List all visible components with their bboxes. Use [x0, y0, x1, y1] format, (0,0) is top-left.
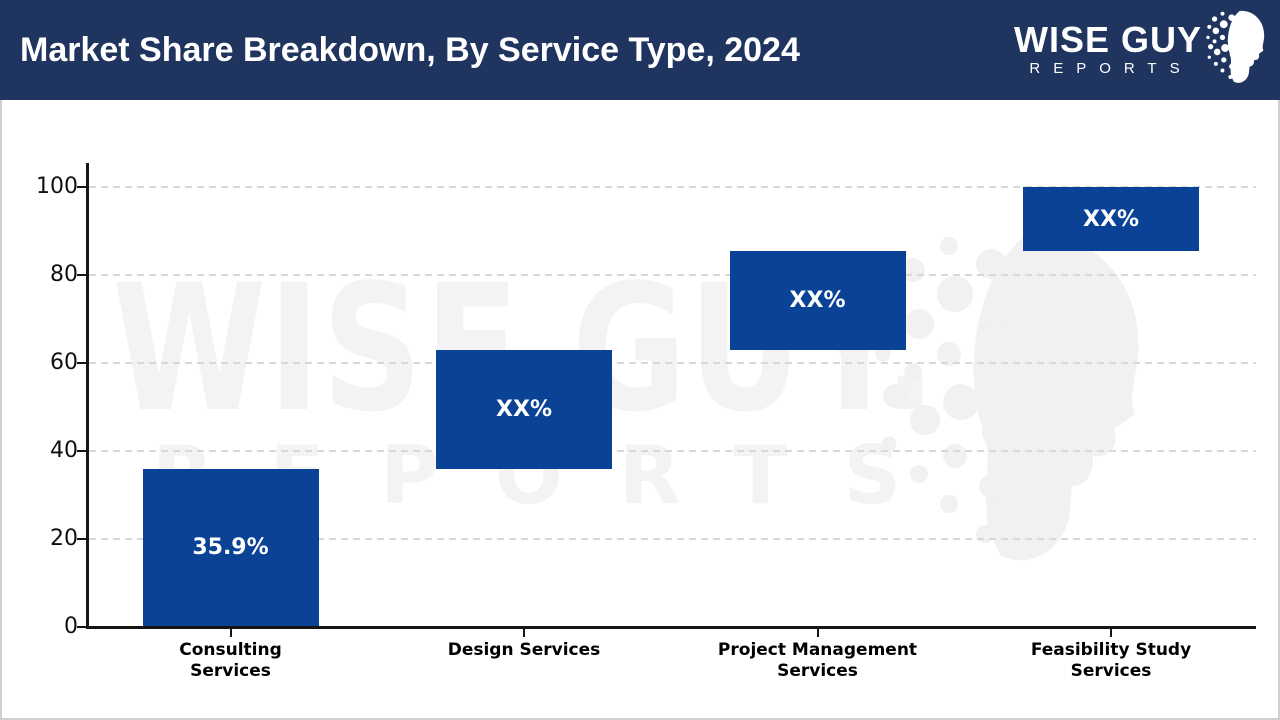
wiseguy-logo-text: WISE GUY REPORTS — [1013, 18, 1202, 77]
page-title: Market Share Breakdown, By Service Type,… — [20, 31, 800, 69]
category-label-consulting-services: Consulting Services — [101, 640, 361, 682]
gridline-100 — [89, 186, 1256, 188]
category-label-line: Feasibility Study — [1030, 640, 1192, 660]
y-tick-label-20: 20 — [50, 525, 78, 551]
category-label-line: Consulting — [179, 640, 282, 660]
y-tick-label-80: 80 — [50, 261, 78, 287]
gridline-20 — [89, 537, 1256, 540]
bar-value-label-consulting-services: 35.9% — [192, 535, 269, 561]
gridline-80 — [89, 273, 1256, 276]
y-axis-line — [86, 163, 89, 628]
y-tick-mark-60 — [77, 361, 86, 364]
category-label-feasibility-study-services: Feasibility Study Services — [981, 640, 1241, 682]
y-tick-mark-0 — [77, 625, 86, 628]
bar-feasibility-study-services: XX% — [1023, 187, 1199, 252]
header-bar: Market Share Breakdown, By Service Type,… — [0, 0, 1280, 100]
y-tick-mark-100 — [77, 186, 86, 188]
category-label-line: Services — [777, 661, 858, 681]
wiseguy-logo-name: WISE GUY — [1013, 18, 1202, 60]
y-tick-label-60: 60 — [50, 349, 78, 375]
category-label-line: Services — [1070, 661, 1152, 681]
wiseguy-logo-tagline: REPORTS — [1029, 59, 1193, 77]
category-label-line: Services — [190, 661, 271, 681]
y-tick-mark-20 — [77, 537, 86, 540]
y-tick-label-0: 0 — [64, 613, 78, 639]
wiseguy-head-icon — [1206, 10, 1265, 83]
gridline-60 — [89, 361, 1256, 364]
bar-value-label-feasibility-study-services: XX% — [1083, 206, 1139, 232]
bar-consulting-services: 35.9% — [142, 468, 319, 627]
x-tick-mark-design-services — [523, 627, 525, 637]
wiseguy-logo: WISE GUY REPORTS — [1014, 8, 1270, 88]
y-tick-label-40: 40 — [50, 437, 78, 463]
x-tick-mark-consulting-services — [229, 627, 232, 637]
category-label-project-management-services: Project Management Services — [688, 640, 948, 682]
y-tick-mark-80 — [77, 273, 86, 276]
y-tick-label-100: 100 — [36, 174, 78, 199]
bar-value-label-project-management-services: XX% — [789, 288, 846, 314]
bar-project-management-services: XX% — [729, 251, 906, 351]
category-label-line: Design Services — [447, 640, 601, 660]
bar-value-label-design-services: XX% — [496, 396, 552, 422]
category-label-line: Project Management — [717, 640, 918, 660]
x-tick-mark-feasibility-study-services — [1110, 627, 1112, 637]
y-tick-mark-40 — [77, 449, 86, 452]
category-label-design-services: Design Services — [394, 640, 654, 661]
watermark-head-icon — [875, 233, 1139, 561]
x-axis-line — [86, 625, 1256, 629]
bar-design-services: XX% — [436, 350, 612, 469]
gridline-40 — [89, 449, 1256, 452]
x-tick-mark-project-management-services — [816, 627, 819, 637]
